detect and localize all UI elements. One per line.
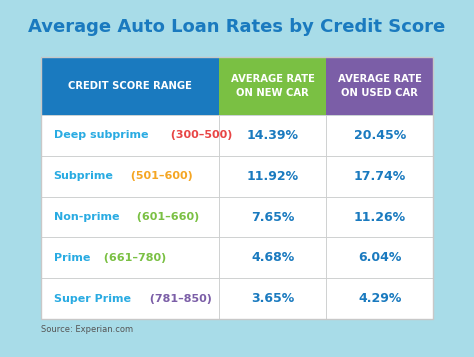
Text: 4.68%: 4.68% (251, 251, 294, 264)
Text: (601–660): (601–660) (129, 212, 200, 222)
Bar (327, 197, 433, 237)
Bar (41, 57, 433, 319)
Text: Average Auto Loan Rates by Credit Score: Average Auto Loan Rates by Credit Score (28, 18, 446, 36)
Bar (219, 115, 327, 156)
Text: 20.45%: 20.45% (354, 129, 406, 142)
Bar (219, 57, 327, 115)
Text: Non-prime: Non-prime (54, 212, 119, 222)
Bar (41, 278, 219, 319)
Text: AVERAGE RATE
ON NEW CAR: AVERAGE RATE ON NEW CAR (231, 74, 315, 98)
Bar (327, 237, 433, 278)
Bar (41, 156, 219, 197)
Text: Subprime: Subprime (54, 171, 113, 181)
Text: Prime: Prime (54, 253, 90, 263)
Bar (327, 115, 433, 156)
Text: 11.92%: 11.92% (247, 170, 299, 183)
Text: AVERAGE RATE
ON USED CAR: AVERAGE RATE ON USED CAR (337, 74, 421, 98)
Text: (501–600): (501–600) (123, 171, 192, 181)
Text: Source: Experian.com: Source: Experian.com (41, 325, 133, 334)
Text: 14.39%: 14.39% (247, 129, 299, 142)
Bar (327, 278, 433, 319)
Text: (781–850): (781–850) (143, 293, 212, 303)
Text: 4.29%: 4.29% (358, 292, 401, 305)
Text: Super Prime: Super Prime (54, 293, 130, 303)
Text: 11.26%: 11.26% (354, 211, 406, 223)
Text: 17.74%: 17.74% (354, 170, 406, 183)
Text: Deep subprime: Deep subprime (54, 130, 148, 140)
Text: (300–500): (300–500) (163, 130, 232, 140)
Bar (41, 57, 219, 115)
Bar (219, 156, 327, 197)
Bar (219, 237, 327, 278)
Bar (41, 115, 219, 156)
Text: (661–780): (661–780) (96, 253, 166, 263)
Bar (219, 278, 327, 319)
Text: CREDIT SCORE RANGE: CREDIT SCORE RANGE (68, 81, 192, 91)
Bar (219, 197, 327, 237)
Bar (41, 237, 219, 278)
Bar (41, 197, 219, 237)
Text: 3.65%: 3.65% (251, 292, 294, 305)
Text: 6.04%: 6.04% (358, 251, 401, 264)
Text: 7.65%: 7.65% (251, 211, 294, 223)
Bar (327, 156, 433, 197)
Bar (327, 57, 433, 115)
